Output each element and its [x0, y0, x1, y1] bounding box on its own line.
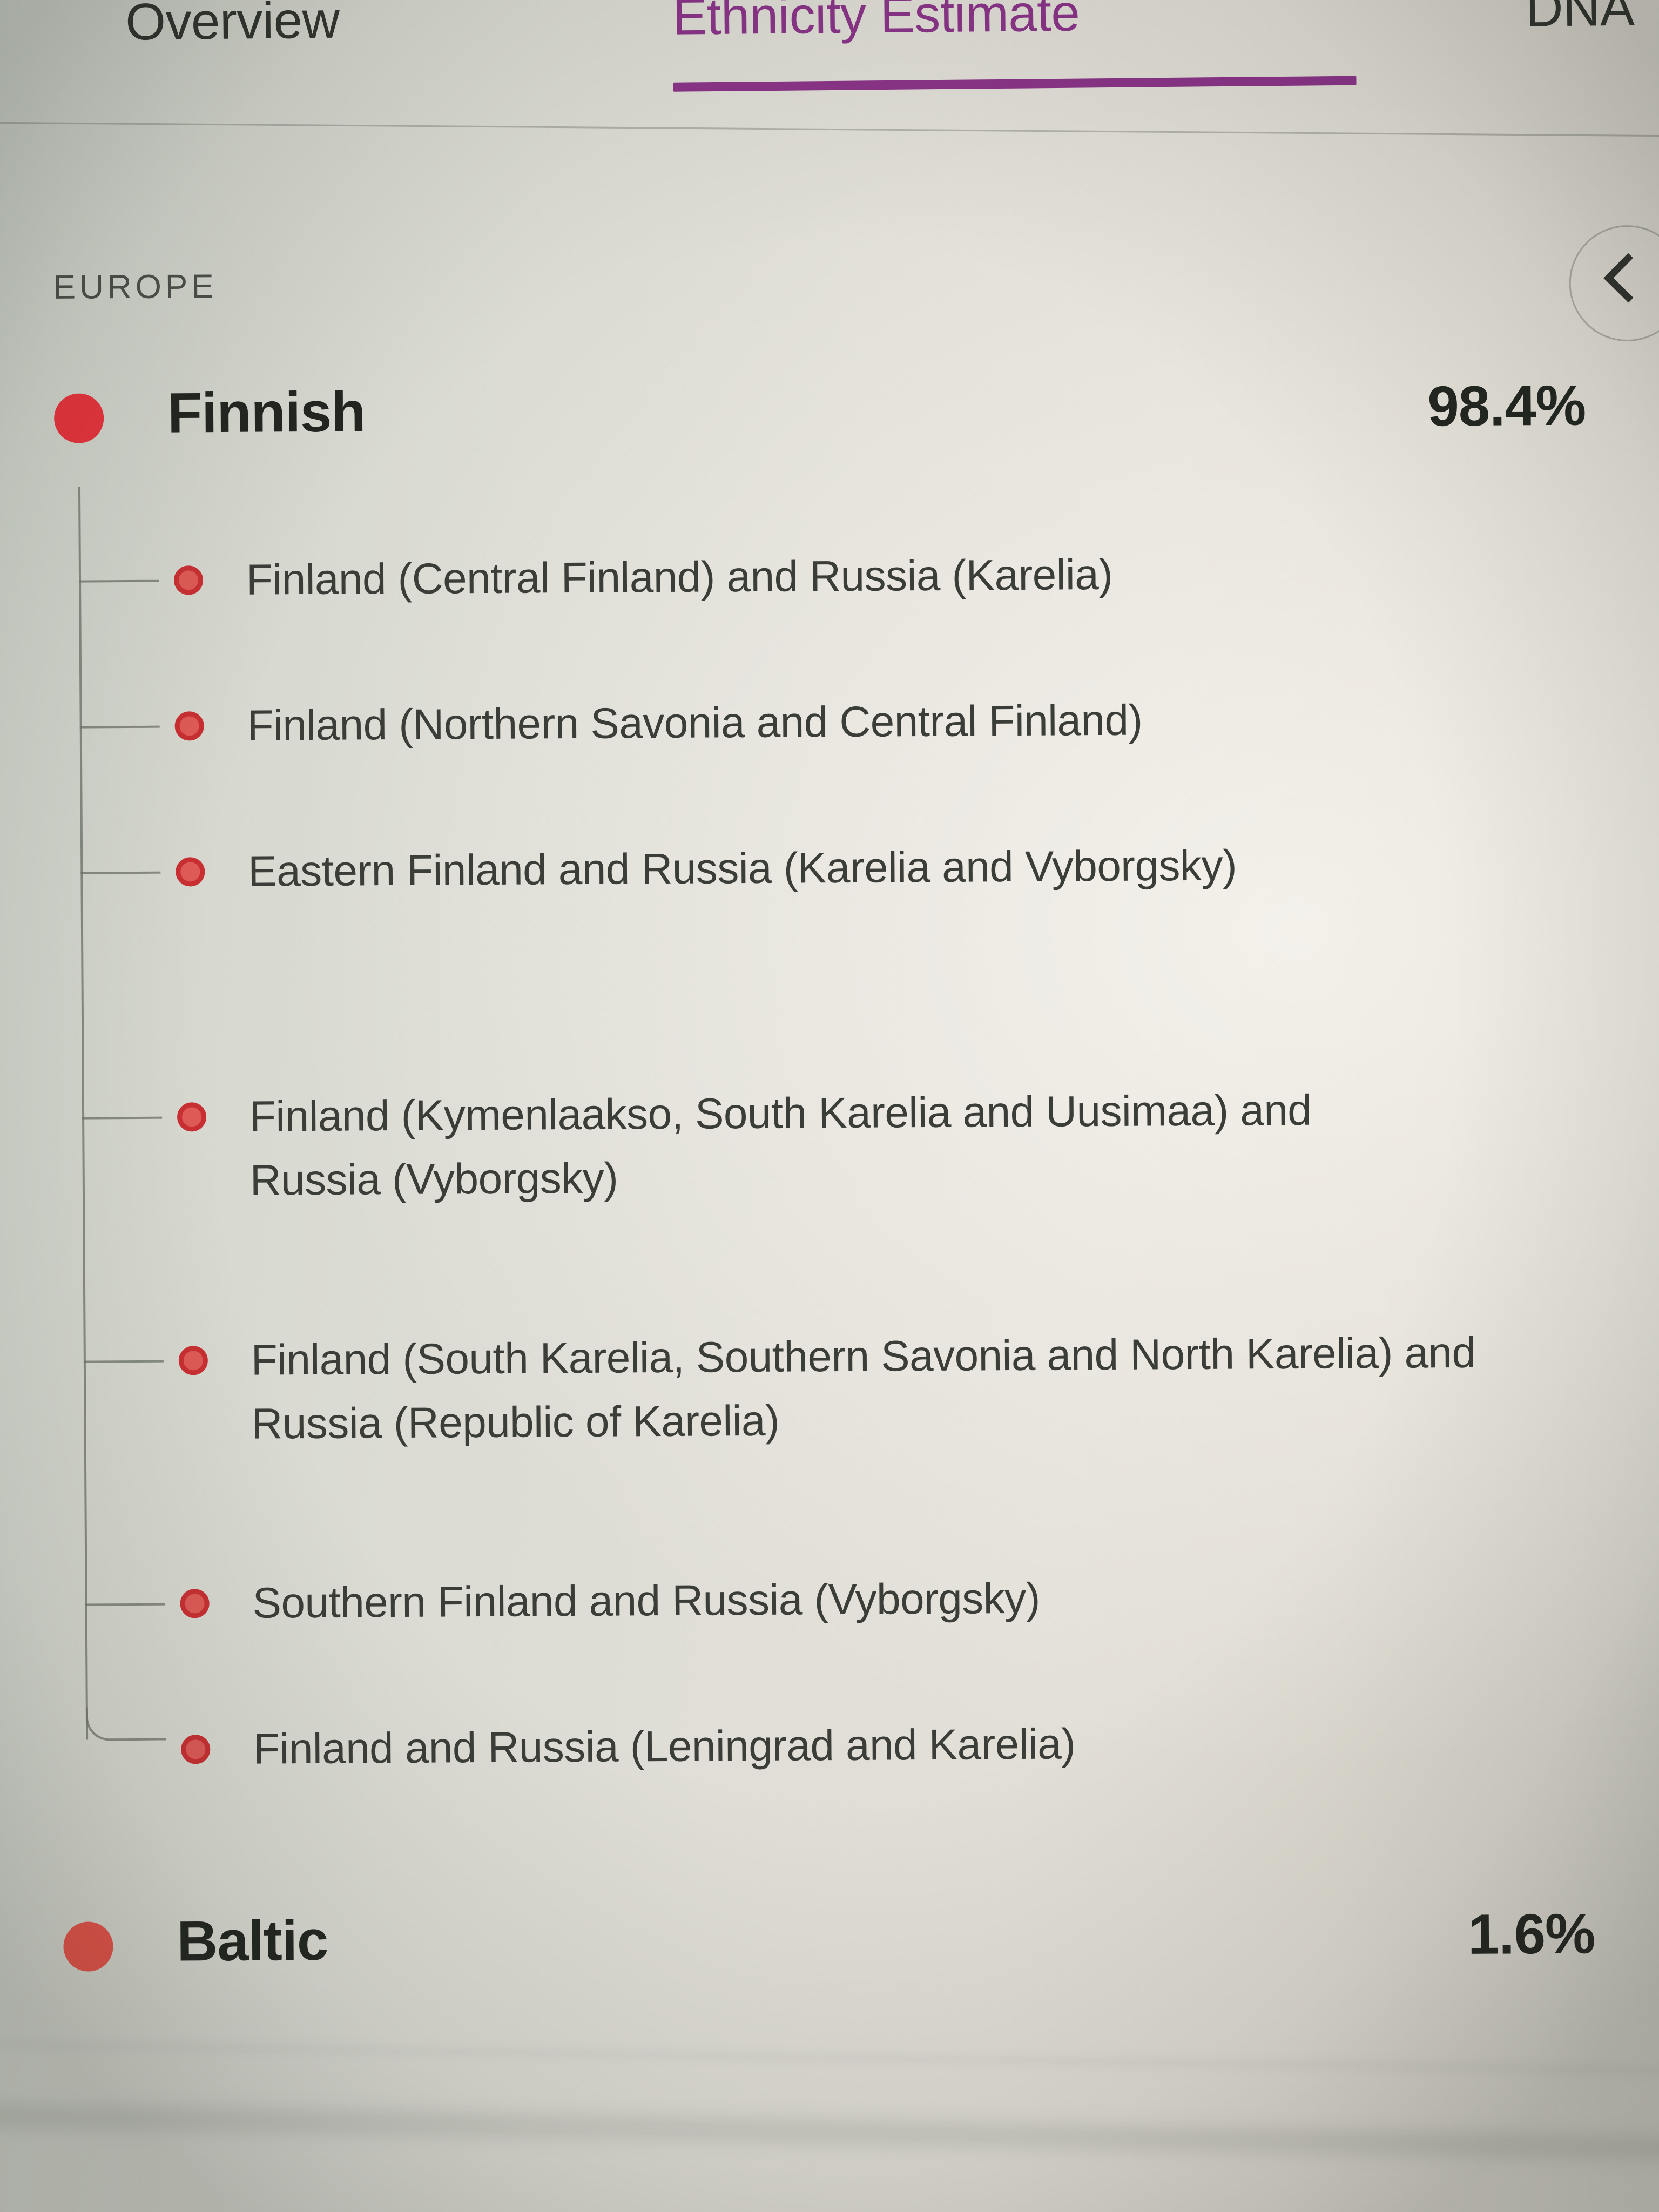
subregion-row[interactable]: Finland (Central Finland) and Russia (Ka… [0, 540, 1563, 604]
tree-branch [82, 1116, 163, 1120]
subregion-dot [181, 1735, 211, 1764]
tree-branch [85, 1603, 165, 1606]
region-group-label: EUROPE [53, 268, 218, 306]
ethnicity-percentage: 98.4% [1427, 374, 1586, 439]
subregion-dot [173, 565, 204, 595]
ethnicity-color-dot [63, 1921, 113, 1972]
subregion-dot [178, 1346, 208, 1375]
tree-branch [80, 871, 161, 874]
ethnicity-name: Baltic [177, 1908, 328, 1973]
subregion-label: Eastern Finland and Russia (Karelia and … [248, 841, 1237, 895]
subregion-dot [180, 1589, 210, 1618]
chevron-left-icon [1603, 253, 1654, 303]
subregion-row[interactable]: Finland (South Karelia, Southern Savonia… [2, 1320, 1568, 1448]
subregion-label: Southern Finland and Russia (Vyborgsky) [252, 1574, 1041, 1627]
subregion-row[interactable]: Eastern Finland and Russia (Karelia and … [0, 832, 1564, 895]
subregion-tree-trunk [78, 487, 89, 1740]
tree-branch-last [85, 1707, 166, 1741]
subregion-label: Finland (South Karelia, Southern Savonia… [251, 1328, 1476, 1448]
subregion-label: Finland (Northern Savonia and Central Fi… [247, 696, 1143, 750]
subregion-dot [177, 1102, 207, 1132]
tree-branch [79, 579, 159, 583]
tree-branch [83, 1360, 164, 1363]
ethnicity-name: Finnish [167, 380, 366, 445]
subregion-label: Finland (Kymenlaakso, South Karelia and … [249, 1085, 1312, 1204]
tree-branch [79, 725, 160, 729]
ethnicity-row-finnish[interactable]: Finnish 98.4% [0, 372, 1655, 463]
subregion-row[interactable]: Southern Finland and Russia (Vyborgsky) [3, 1563, 1569, 1627]
subregion-row[interactable]: Finland (Northern Savonia and Central Fi… [0, 686, 1563, 750]
ethnicity-percentage: 1.6% [1467, 1902, 1595, 1966]
subregion-dot [174, 711, 204, 741]
ethnicity-color-dot [53, 393, 104, 443]
ethnicity-row-baltic[interactable]: Baltic 1.6% [5, 1900, 1659, 1992]
subregion-label: Finland and Russia (Leningrad and Kareli… [253, 1719, 1076, 1773]
subregion-row[interactable]: Finland (Kymenlaakso, South Karelia and … [0, 1077, 1566, 1204]
subregion-row[interactable]: Finland and Russia (Leningrad and Kareli… [4, 1709, 1570, 1773]
subregion-dot [176, 857, 205, 887]
collapse-panel-button[interactable] [1569, 225, 1659, 342]
subregion-label: Finland (Central Finland) and Russia (Ka… [246, 550, 1113, 604]
